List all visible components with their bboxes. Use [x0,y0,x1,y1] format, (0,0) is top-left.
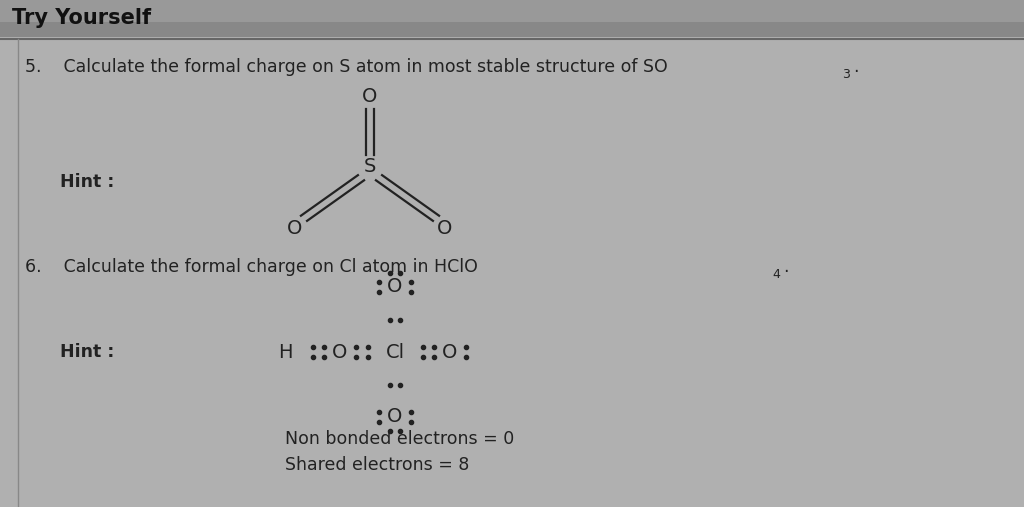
Text: Cl: Cl [385,343,404,361]
Text: Shared electrons = 8: Shared electrons = 8 [285,456,469,474]
Text: Non bonded electrons = 0: Non bonded electrons = 0 [285,430,514,448]
Text: 6.    Calculate the formal charge on Cl atom in HClO: 6. Calculate the formal charge on Cl ato… [25,258,478,276]
Text: Try Yourself: Try Yourself [12,8,152,28]
Text: S: S [364,158,376,176]
Text: O: O [288,220,303,238]
Text: O: O [387,277,402,297]
Text: 3: 3 [842,67,850,81]
Bar [0,22,1024,37]
Text: O: O [333,343,348,361]
Text: O: O [387,408,402,426]
Text: O: O [362,88,378,106]
Text: H: H [278,343,292,361]
Text: 5.    Calculate the formal charge on S atom in most stable structure of SO: 5. Calculate the formal charge on S atom… [25,58,668,76]
Text: Hint :: Hint : [60,173,115,191]
Text: .: . [853,58,858,76]
Text: .: . [783,258,788,276]
Text: 4: 4 [772,268,780,280]
Text: O: O [437,220,453,238]
Bar [0,0,1024,37]
Text: O: O [442,343,458,361]
Text: Hint :: Hint : [60,343,115,361]
